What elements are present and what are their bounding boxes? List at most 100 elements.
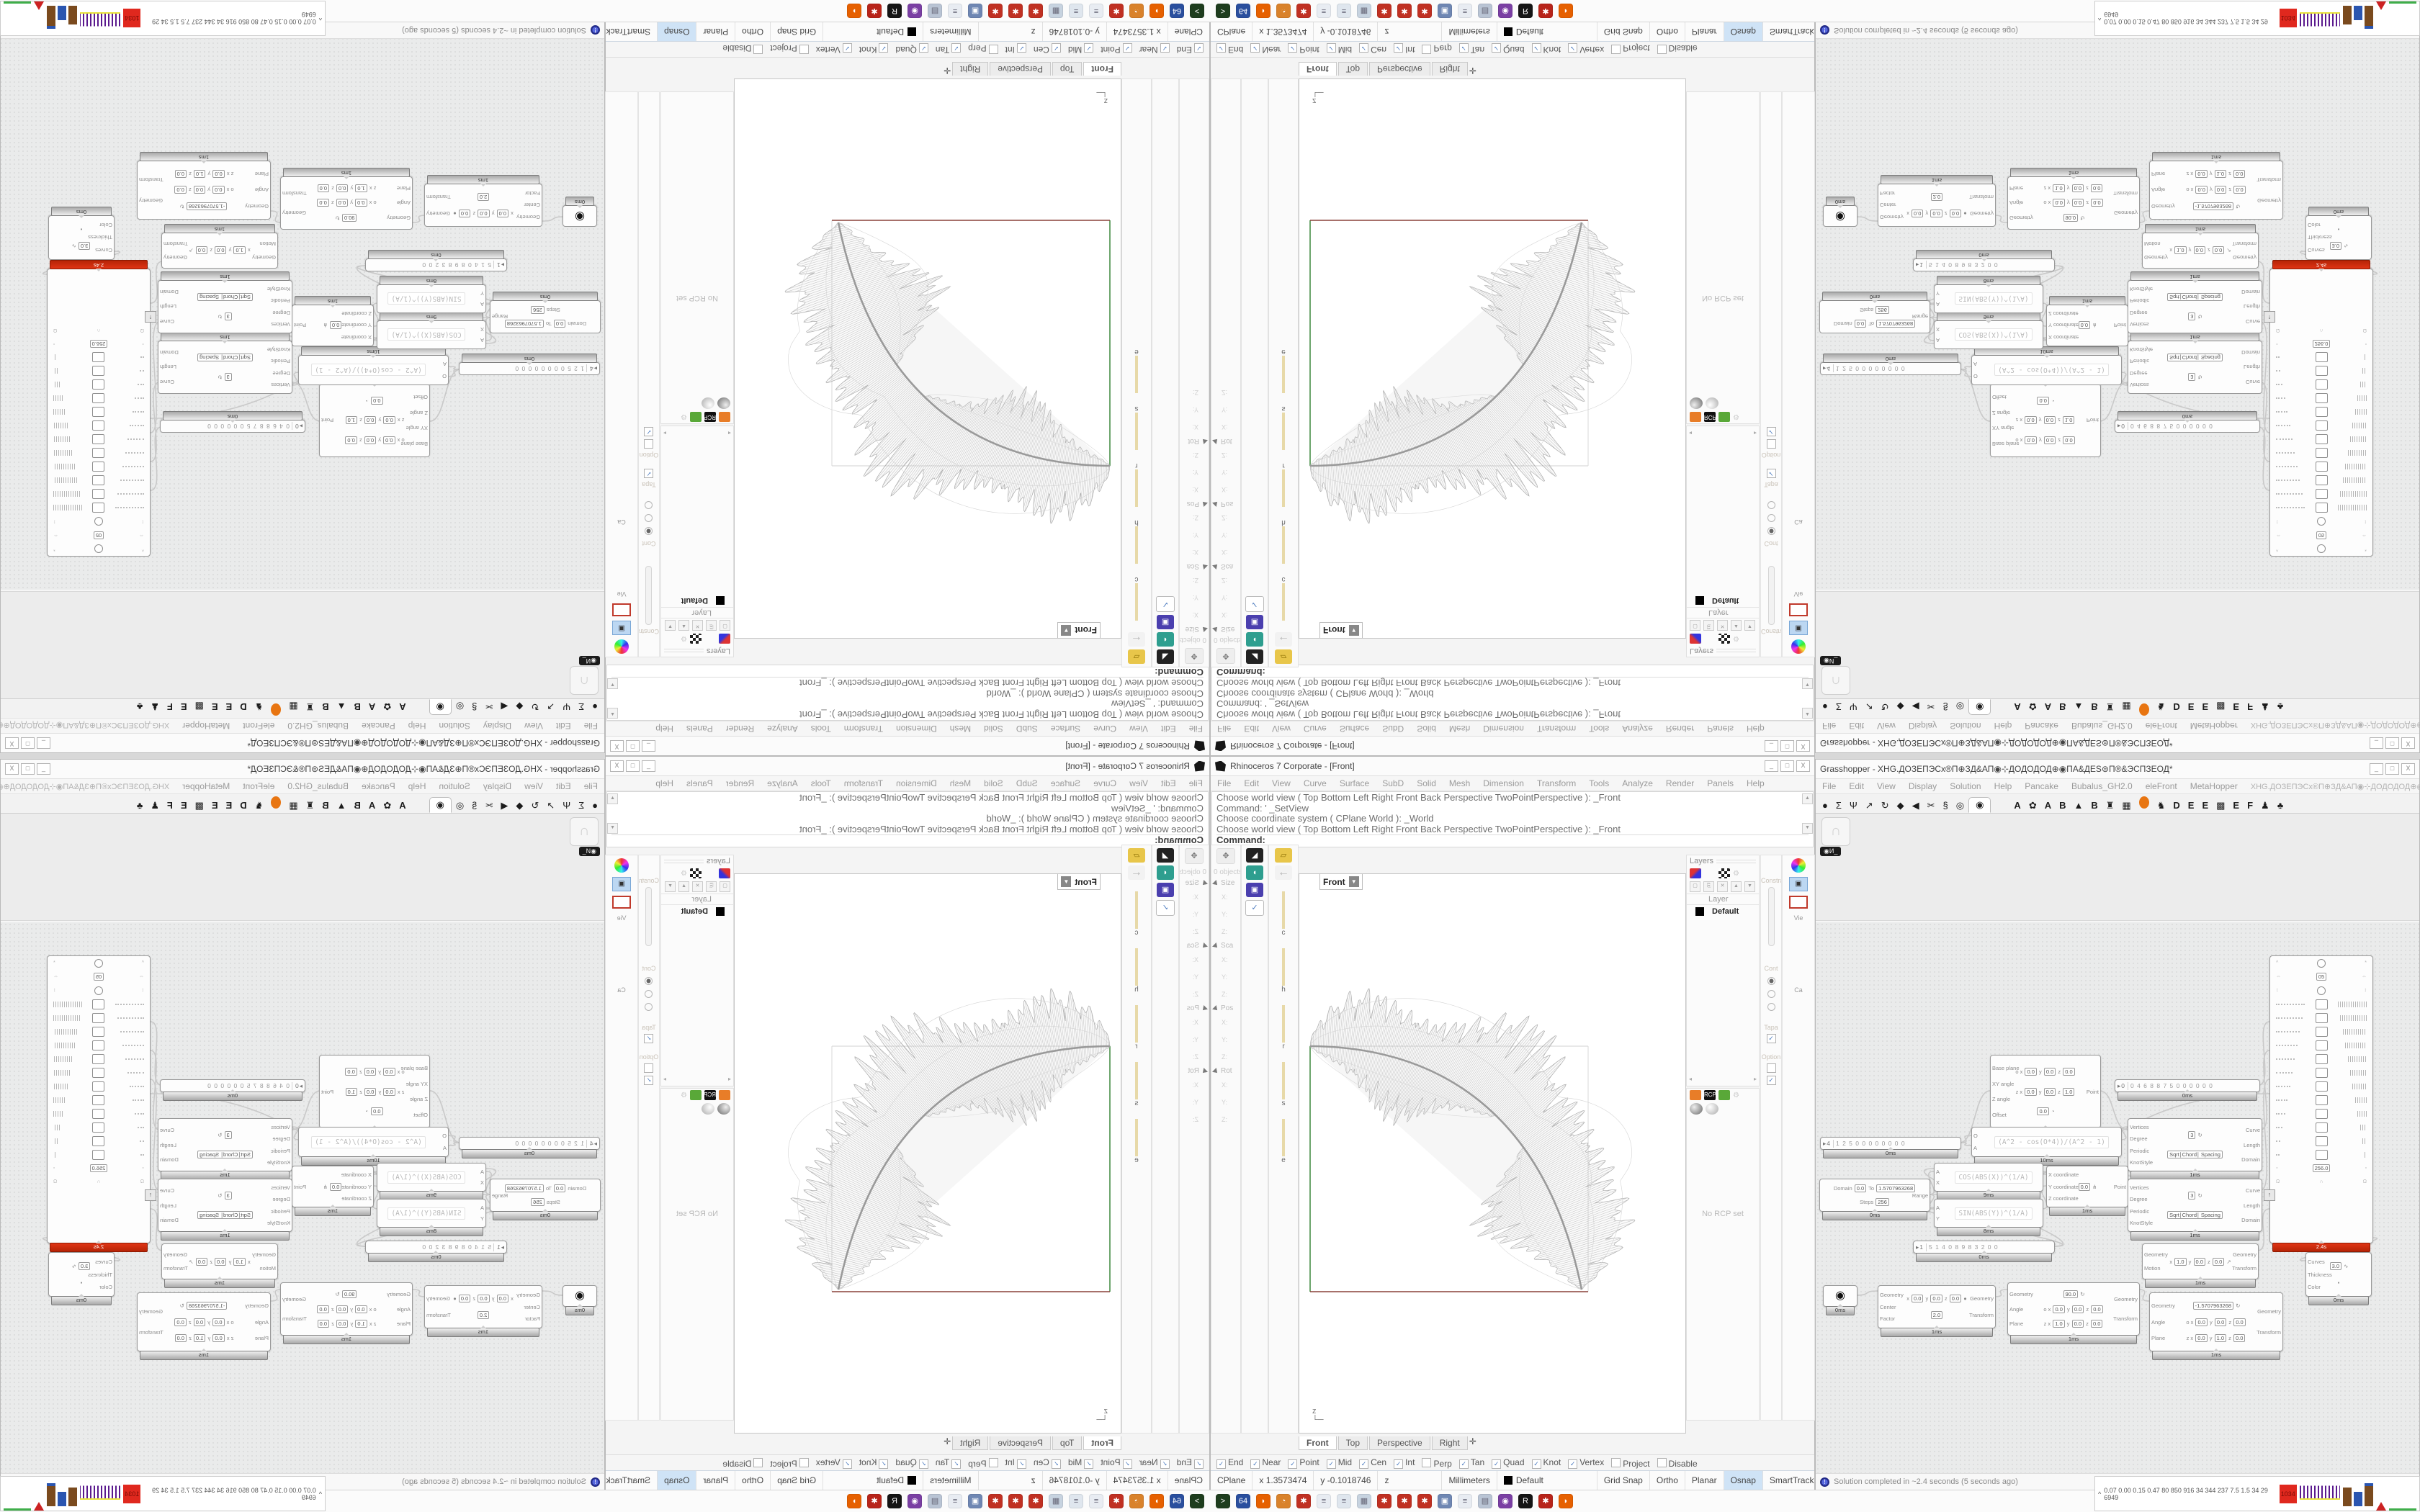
osnap-cen[interactable]: ✓Cen xyxy=(1034,1457,1061,1469)
notepad-icon-1[interactable]: ≡ xyxy=(1317,1494,1331,1508)
output-port[interactable]: Geometry xyxy=(163,254,187,261)
osnap-cen[interactable]: ✓Cen xyxy=(1359,1457,1386,1469)
osnap-mid[interactable]: ✓Mid xyxy=(1068,43,1094,55)
gh-menu-solution[interactable]: Solution xyxy=(439,781,470,791)
output-port[interactable]: Transform xyxy=(1969,1311,1994,1318)
gh-node-digit-scroller-1[interactable]: ▸4 1 2 5 0 0 0 0 0 0 0 0 0ms xyxy=(459,354,600,375)
tab-shield[interactable]: ♜ xyxy=(305,800,315,811)
minimize-button[interactable]: _ xyxy=(1765,740,1778,752)
gh-menu-view[interactable]: View xyxy=(1877,721,1896,731)
tab-mountain[interactable]: ▲ xyxy=(336,800,346,811)
layer-tool-icon-0[interactable]: ▢ xyxy=(720,881,730,892)
input-port[interactable]: Y xyxy=(480,289,484,297)
boxedit-section-size[interactable]: Size xyxy=(1180,624,1209,634)
tab-e3[interactable]: E xyxy=(2233,800,2240,811)
tab-orange-oval[interactable] xyxy=(2136,699,2153,717)
osnap-perp[interactable]: Perp xyxy=(1422,1457,1452,1469)
output-port[interactable]: Geometry xyxy=(282,1296,306,1302)
input-port[interactable]: Curves xyxy=(95,1259,112,1266)
rhino-menu-render[interactable]: Render xyxy=(725,724,755,734)
input-port[interactable]: Periodic xyxy=(270,358,290,365)
view-camera-strip[interactable]: ▣ Vie Ca xyxy=(1782,855,1815,1421)
output-port[interactable]: Domain xyxy=(160,349,179,356)
display-settings-icon[interactable]: ▣ xyxy=(968,4,982,18)
tab-bird[interactable]: ♞ xyxy=(254,800,264,811)
tab-d[interactable]: D xyxy=(240,701,247,712)
owl-media-icon[interactable]: ◉ xyxy=(908,1494,922,1508)
terminal-icon[interactable]: > xyxy=(1216,1494,1230,1508)
input-port[interactable]: Y coordinate xyxy=(341,1183,372,1190)
toggle-smarttrack[interactable]: SmartTrack xyxy=(1762,22,1814,41)
input-port[interactable]: Plane xyxy=(396,185,411,192)
globe-tab-icon[interactable] xyxy=(1704,868,1716,878)
rhino-menu-dimension[interactable]: Dimension xyxy=(896,778,937,788)
tab-a1[interactable]: A xyxy=(2014,701,2021,712)
gh-canvas[interactable]: ▸4 1 2 5 0 0 0 0 0 0 0 0 0ms Base plane XY a… xyxy=(1,922,604,1474)
layer-tool-icon-2[interactable]: ✕ xyxy=(692,881,703,892)
rhino-titlebar[interactable]: Rhinoceros 7 Corporate - [Front] _ □ X xyxy=(1211,757,1814,776)
output-port[interactable]: Curve xyxy=(2245,378,2260,385)
gh-menu-view[interactable]: View xyxy=(1877,781,1896,791)
layers-panel[interactable]: Layers ⚙ ▢ ⎘ ✕ ▲ ▼ Layer Default ◂ ▸ xyxy=(1686,426,1760,657)
layer-tool-icon-3[interactable]: ▲ xyxy=(678,881,689,892)
gh-menu-help[interactable]: Help xyxy=(1994,721,2012,731)
gh-node-rotate-neg[interactable]: Geometry Angle Plane Geometry Transform -1.57… xyxy=(2149,152,2283,220)
input-port[interactable]: Z coordinate xyxy=(341,310,372,318)
gh-menu-elefront[interactable]: eleFront xyxy=(243,721,275,731)
gh-node-move[interactable]: Geometry Motion Geometry Transform x 1.0 y 0… xyxy=(161,224,278,269)
gh-node-cluster-disc[interactable]: ◉ 0ms xyxy=(1823,1285,1857,1315)
tab-e2[interactable]: E xyxy=(2202,800,2209,811)
rhino-menu-transform[interactable]: Transform xyxy=(843,778,884,788)
input-port[interactable]: X coordinate xyxy=(341,333,372,341)
command-history-area[interactable]: Choose world view ( Top Bottom Left Righ… xyxy=(1211,665,1814,721)
rhino-gear-icon-2[interactable]: ✱ xyxy=(1028,1494,1043,1508)
output-port[interactable]: Length xyxy=(160,303,176,310)
rhino-menu-curve[interactable]: Curve xyxy=(1093,778,1117,788)
component-button[interactable]: ∩ xyxy=(1821,666,1850,695)
constraint-slider[interactable] xyxy=(645,566,653,625)
expand-button[interactable]: ↑ xyxy=(2264,1189,2275,1201)
firefox-icon[interactable]: ◗ xyxy=(1150,1494,1164,1508)
toggle-smarttrack[interactable]: SmartTrack xyxy=(606,22,658,41)
toggle-smarttrack[interactable]: SmartTrack xyxy=(1763,1471,1814,1490)
tab-params[interactable]: ● xyxy=(592,701,598,712)
tab-b2[interactable]: B xyxy=(2091,701,2098,712)
osnap-knot[interactable]: ✓Knot xyxy=(1531,1457,1561,1469)
display-settings-icon[interactable]: ▣ xyxy=(968,1494,982,1508)
input-port[interactable]: Color xyxy=(2308,222,2321,229)
open-folder-icon[interactable]: ▱ xyxy=(1128,649,1145,664)
rhino-badge-icon[interactable]: ✱ xyxy=(1538,1494,1553,1508)
grad-cap-icon[interactable]: ◢ xyxy=(1157,649,1174,664)
file-manager-icon[interactable]: ▤ xyxy=(1478,1494,1492,1508)
rhinoceros-icon[interactable]: R xyxy=(887,4,902,18)
gh-menu-display[interactable]: Display xyxy=(483,781,512,791)
tab-paw[interactable]: ✿ xyxy=(2028,800,2037,811)
rhino-menu-mesh[interactable]: Mesh xyxy=(949,778,972,788)
notepad-icon-1[interactable]: ≡ xyxy=(1089,1494,1103,1508)
rhino-menu-solid[interactable]: Solid xyxy=(984,778,1003,788)
boxedit-panel[interactable]: ✥ 0 objects Size X: Y: Z: Sca X: Y: Z: Pos X: Y: Z:… xyxy=(1179,845,1209,1434)
tab-bird[interactable]: ♞ xyxy=(2156,800,2166,811)
osnap-vertex[interactable]: ✓Vertex xyxy=(1568,43,1604,55)
gh-menu-elefront[interactable]: eleFront xyxy=(2145,721,2177,731)
osnap-vertex[interactable]: ✓Vertex xyxy=(816,43,852,55)
boxedit-section-rot[interactable]: Rot xyxy=(1180,1066,1209,1076)
output-port[interactable]: Domain xyxy=(160,1216,179,1223)
tab-mesh[interactable]: ◀ xyxy=(1912,800,1919,811)
close-button[interactable]: X xyxy=(610,740,624,752)
checker-tab-icon[interactable] xyxy=(1718,634,1730,644)
output-port[interactable]: Geometry xyxy=(139,197,163,204)
layer-color-swatch[interactable] xyxy=(1695,907,1704,916)
input-port[interactable]: KnotStyle xyxy=(2130,1158,2154,1166)
viewport-tab-top[interactable]: Top xyxy=(1052,1436,1083,1450)
layers-panel[interactable]: Layers ⚙ ▢ ⎘ ✕ ▲ ▼ Layer Default ◂ ▸ xyxy=(660,855,734,1086)
input-port[interactable]: Geometry xyxy=(2151,202,2175,210)
viewport-tab-right[interactable]: Right xyxy=(1431,62,1468,76)
statusbar-coord-x[interactable]: x 1.3573474 xyxy=(1252,1471,1314,1490)
rhino-menu-edit[interactable]: Edit xyxy=(1160,724,1176,734)
input-port[interactable]: Curves xyxy=(95,246,112,253)
disk64-icon[interactable]: 64 xyxy=(1170,1494,1184,1508)
gh-node-nurbs-curve-1[interactable]: Vertices Degree Periodic KnotStyle Curve Leng… xyxy=(2128,332,2262,394)
input-port[interactable]: Y xyxy=(1936,289,1940,297)
